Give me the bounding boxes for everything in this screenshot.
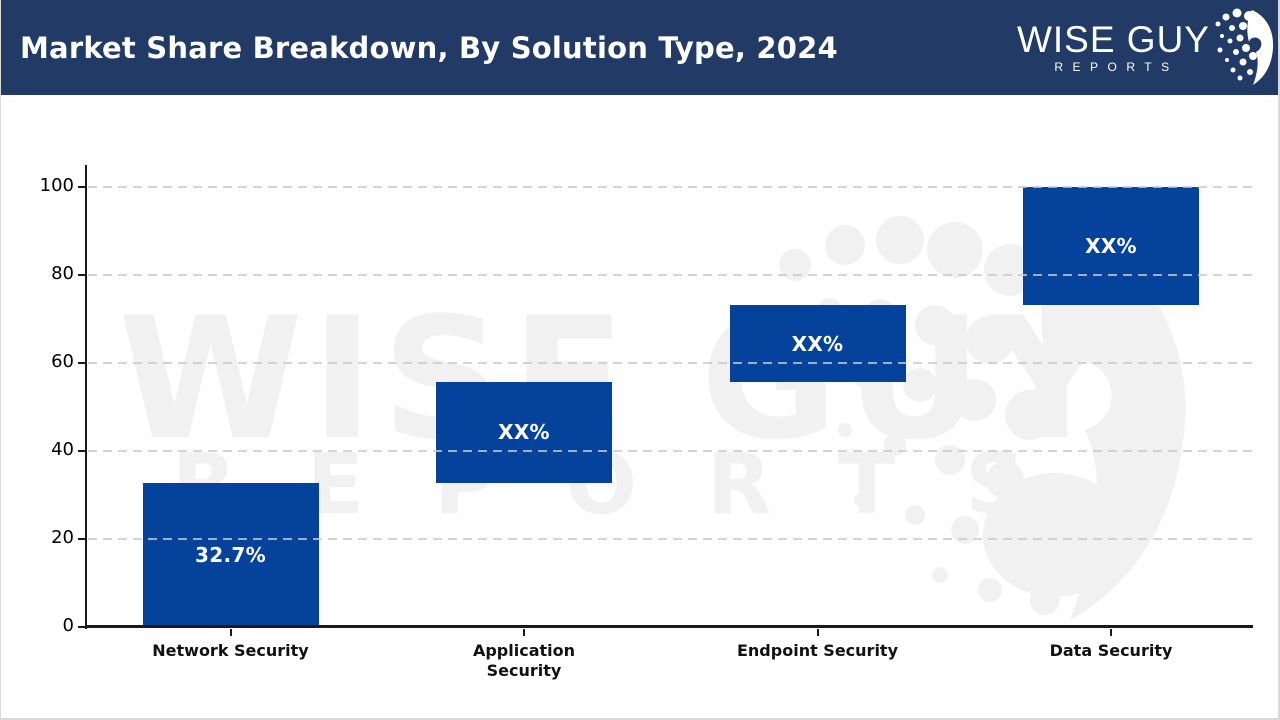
page-title: Market Share Breakdown, By Solution Type… xyxy=(20,30,838,65)
bar-endpoint-security: XX% xyxy=(729,305,906,383)
gridline-100 xyxy=(88,185,1254,188)
x-category-label-network-security: Network Security xyxy=(152,640,309,660)
y-tick-mark-40 xyxy=(78,449,86,452)
brand-logo: WISE GUY REPORTS xyxy=(1017,8,1274,86)
brand-logo-text: WISE GUY REPORTS xyxy=(1016,19,1210,74)
x-category-label-application-security: Application Security xyxy=(472,640,576,681)
bar-value-label-endpoint-security: XX% xyxy=(791,331,844,356)
gridline-80 xyxy=(88,273,1254,276)
bar-value-label-network-security: 32.7% xyxy=(195,542,266,567)
y-tick-mark-0 xyxy=(78,625,86,628)
y-tick-label-100: 100 xyxy=(39,174,74,196)
y-tick-mark-80 xyxy=(78,273,86,276)
x-tick-mark-data-security xyxy=(1110,628,1112,636)
gridline-20 xyxy=(88,537,1254,540)
bar-value-label-application-security: XX% xyxy=(498,420,550,445)
y-tick-label-60: 60 xyxy=(51,350,74,372)
x-tick-mark-endpoint-security xyxy=(816,628,819,636)
y-tick-label-80: 80 xyxy=(51,262,74,284)
y-tick-label-40: 40 xyxy=(51,438,74,460)
bar-network-security: 32.7% xyxy=(142,482,319,627)
x-tick-mark-application-security xyxy=(523,628,525,636)
bar-data-security: XX% xyxy=(1023,186,1199,306)
y-tick-mark-20 xyxy=(78,537,86,540)
x-axis-line xyxy=(85,625,1253,628)
x-tick-mark-network-security xyxy=(229,628,232,636)
y-tick-label-0: 0 xyxy=(62,614,74,636)
y-axis-line xyxy=(85,165,87,629)
header-banner: Market Share Breakdown, By Solution Type… xyxy=(0,0,1280,95)
bar-application-security: XX% xyxy=(436,382,612,483)
x-category-label-endpoint-security: Endpoint Security xyxy=(736,640,898,660)
brand-name: WISE GUY xyxy=(1016,19,1210,61)
gridline-60 xyxy=(88,361,1254,364)
brand-subname: REPORTS xyxy=(1054,59,1179,74)
gridline-40 xyxy=(88,449,1254,452)
y-tick-label-20: 20 xyxy=(51,526,74,548)
x-category-label-data-security: Data Security xyxy=(1049,640,1173,660)
y-tick-mark-100 xyxy=(78,185,86,188)
bar-value-label-data-security: XX% xyxy=(1085,233,1137,258)
y-tick-mark-60 xyxy=(78,361,86,364)
brand-face-icon xyxy=(1215,8,1274,85)
